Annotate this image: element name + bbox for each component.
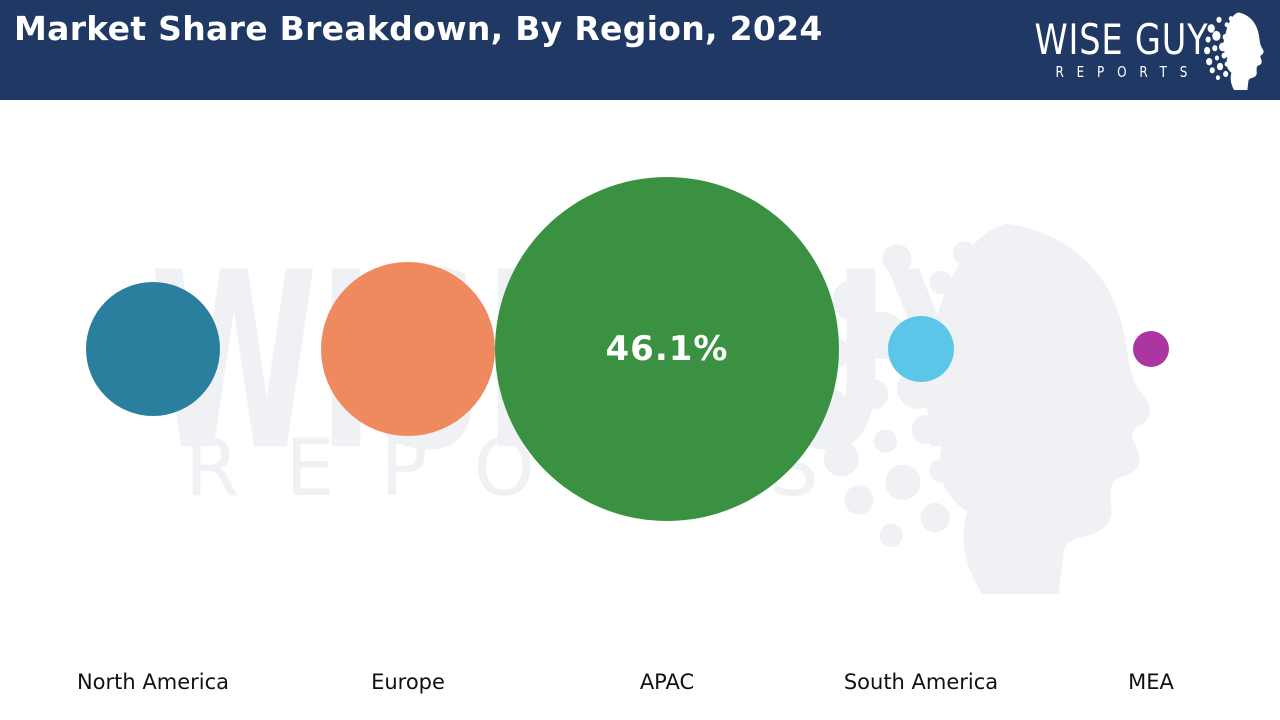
bubble-apac: 46.1% <box>495 177 839 521</box>
logo-subtitle: REPORTS <box>1055 63 1200 81</box>
category-label-europe: Europe <box>371 670 445 694</box>
bubble-mea <box>1133 331 1169 367</box>
bubble-value-label-apac: 46.1% <box>605 329 729 369</box>
bubble-north-america <box>86 282 220 416</box>
bubble-south-america <box>888 316 954 382</box>
watermark-face-icon <box>812 223 1151 594</box>
category-labels: North America Europe APAC South America MEA <box>0 670 1280 704</box>
wiseguy-face-icon <box>1204 12 1264 90</box>
logo-wordmark: WISE GUY <box>1034 15 1208 64</box>
wiseguy-logo: WISE GUY REPORTS <box>991 0 1266 100</box>
page-title: Market Share Breakdown, By Region, 2024 <box>14 9 823 48</box>
header-bar: Market Share Breakdown, By Region, 2024 … <box>0 0 1280 100</box>
category-label-mea: MEA <box>1128 670 1174 694</box>
category-label-south-america: South America <box>843 670 999 694</box>
bubble-europe <box>321 262 495 436</box>
category-label-north-america: North America <box>76 670 230 694</box>
logo-text: WISE GUY REPORTS <box>1034 15 1208 82</box>
category-label-apac: APAC <box>639 670 695 694</box>
